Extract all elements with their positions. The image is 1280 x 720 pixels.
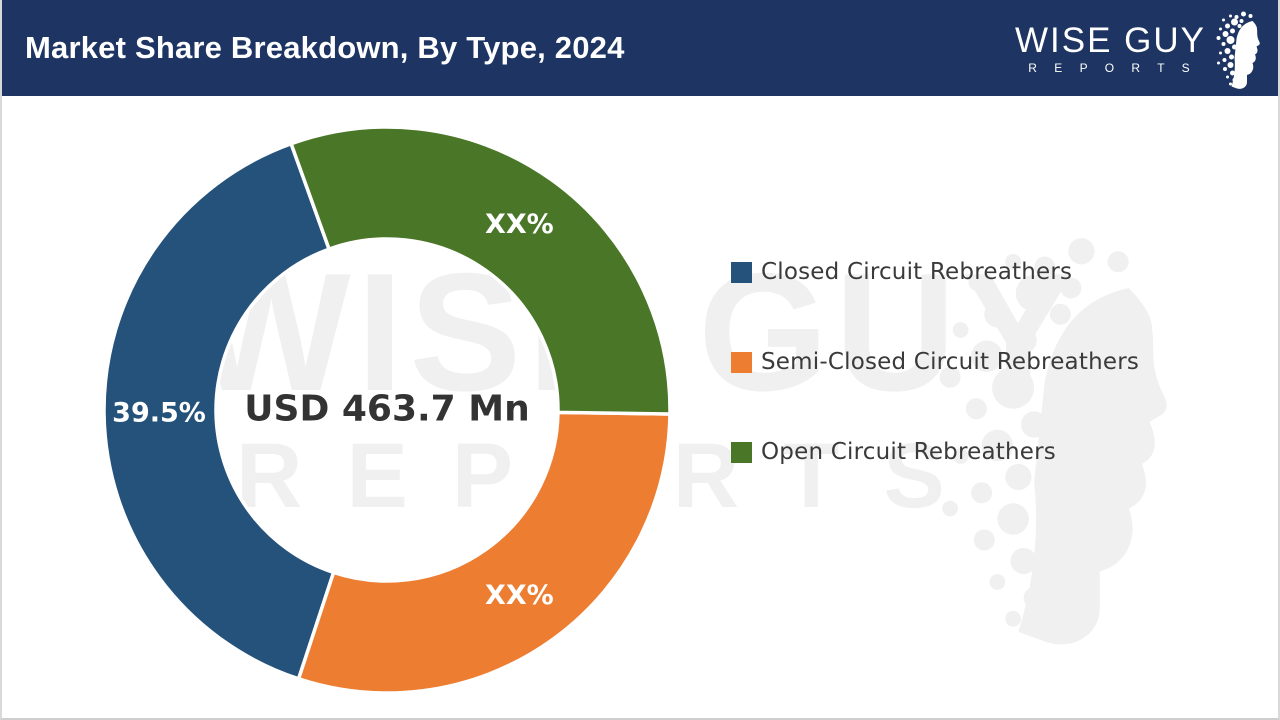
center-value: USD 463.7 Mn	[244, 389, 529, 430]
chart-legend: Closed Circuit Rebreathers Semi-Closed C…	[731, 259, 1139, 529]
logo-reports-text: R E P O R T S	[1028, 60, 1197, 75]
segment-label-1: XX%	[485, 580, 554, 611]
header-bar: Market Share Breakdown, By Type, 2024 WI…	[2, 0, 1278, 96]
logo-head-icon	[1216, 11, 1260, 89]
logo-wiseguy-text: WISE GUY	[1014, 21, 1206, 61]
legend-item-closed-circuit: Closed Circuit Rebreathers	[731, 259, 1139, 285]
legend-item-open-circuit: Open Circuit Rebreathers	[731, 439, 1139, 465]
segment-label-0: 39.5%	[112, 398, 206, 429]
legend-item-semi-closed-circuit: Semi-Closed Circuit Rebreathers	[731, 349, 1139, 375]
legend-swatch-semi-closed-circuit	[731, 351, 752, 373]
legend-label: Closed Circuit Rebreathers	[761, 259, 1073, 285]
donut-segment-0	[102, 141, 336, 681]
legend-label: Open Circuit Rebreathers	[761, 439, 1056, 465]
legend-label: Semi-Closed Circuit Rebreathers	[761, 349, 1140, 375]
legend-swatch-closed-circuit	[731, 261, 752, 283]
donut-segment-2	[289, 125, 672, 416]
wise-guy-reports-logo: WISE GUY R E P O R T S	[1015, 9, 1264, 89]
segment-label-2: XX%	[485, 209, 554, 240]
page-title: Market Share Breakdown, By Type, 2024	[25, 30, 625, 65]
legend-swatch-open-circuit	[731, 441, 752, 463]
donut-segment-1	[296, 410, 672, 695]
logo-text: WISE GUY R E P O R T S	[1014, 21, 1206, 75]
